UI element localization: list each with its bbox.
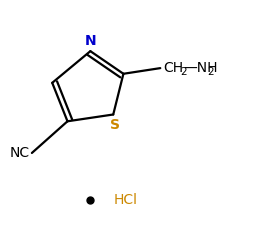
- Text: N: N: [85, 34, 96, 49]
- Text: 2: 2: [180, 67, 187, 77]
- Text: NC: NC: [9, 146, 29, 160]
- Text: HCl: HCl: [113, 194, 137, 207]
- Text: 2: 2: [207, 67, 214, 77]
- Text: S: S: [109, 118, 120, 132]
- Text: CH: CH: [163, 61, 183, 75]
- Text: —NH: —NH: [184, 61, 218, 75]
